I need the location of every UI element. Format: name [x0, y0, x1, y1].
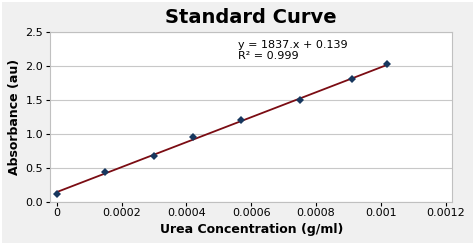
X-axis label: Urea Concentration (g/ml): Urea Concentration (g/ml): [160, 223, 343, 236]
Title: Standard Curve: Standard Curve: [165, 8, 337, 27]
Y-axis label: Absorbance (au): Absorbance (au): [9, 59, 21, 175]
Text: y = 1837.x + 0.139
R² = 0.999: y = 1837.x + 0.139 R² = 0.999: [238, 40, 348, 61]
